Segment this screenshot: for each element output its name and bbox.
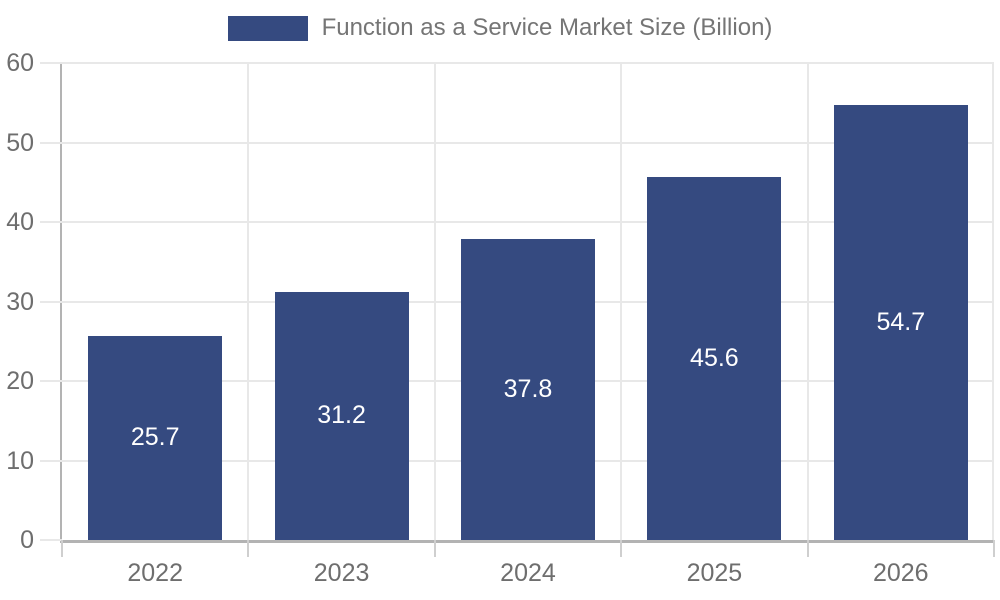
x-axis-tick <box>433 540 436 557</box>
y-axis-tick <box>40 539 62 541</box>
x-axis-label: 2024 <box>500 559 556 587</box>
bar-value-label: 25.7 <box>130 423 180 452</box>
bar-2024: 37.8 <box>461 239 595 540</box>
x-axis-label: 2023 <box>313 559 370 587</box>
x-axis-tick <box>993 540 995 557</box>
x-axis-tick <box>806 540 809 557</box>
y-axis-tick <box>40 141 62 144</box>
gridline-v <box>433 63 436 540</box>
y-axis-label: 60 <box>6 49 34 77</box>
x-axis-label: 2026 <box>872 559 929 587</box>
bar-2026: 54.7 <box>833 105 968 540</box>
y-axis-tick <box>40 62 62 64</box>
bar-2022: 25.7 <box>88 335 223 540</box>
bar-value-label: 37.8 <box>503 375 553 404</box>
gridline-v <box>806 63 809 540</box>
bar-value-label: 54.7 <box>876 308 926 337</box>
x-axis-label: 2022 <box>127 559 183 587</box>
legend-swatch <box>227 15 308 41</box>
y-axis-tick <box>40 221 62 223</box>
x-axis-line <box>60 540 994 543</box>
bar-value-label: 45.6 <box>690 344 739 373</box>
gridline-v <box>620 63 623 540</box>
bar-2025: 45.6 <box>647 177 782 540</box>
legend-item[interactable]: Function as a Service Market Size (Billi… <box>0 14 1000 42</box>
bar-2023: 31.2 <box>274 291 409 540</box>
y-axis-label: 30 <box>6 287 34 316</box>
gridline-h <box>62 141 994 144</box>
y-axis-label: 20 <box>6 367 34 395</box>
y-axis-label: 50 <box>6 128 34 157</box>
x-axis-tick <box>247 540 250 557</box>
y-axis-tick <box>40 459 62 462</box>
gridline-h <box>62 62 994 64</box>
y-axis-label: 0 <box>20 526 34 554</box>
plot-area: 0 10 20 30 40 50 60 25.7 2022 31.2 2023 37.8 2024 45.… <box>6 49 995 587</box>
gridline-v <box>992 63 994 540</box>
x-axis-tick <box>61 540 63 557</box>
gridline-h <box>62 221 994 223</box>
y-axis-label: 40 <box>6 208 34 236</box>
x-axis-tick <box>620 540 623 557</box>
bar-value-label: 31.2 <box>317 401 366 430</box>
y-axis-tick <box>40 380 62 382</box>
gridline-v <box>247 63 250 540</box>
legend-label: Function as a Service Market Size (Billi… <box>321 14 773 41</box>
y-axis-tick <box>40 300 62 303</box>
x-axis-label: 2025 <box>686 559 743 587</box>
y-axis-label: 10 <box>6 446 34 475</box>
